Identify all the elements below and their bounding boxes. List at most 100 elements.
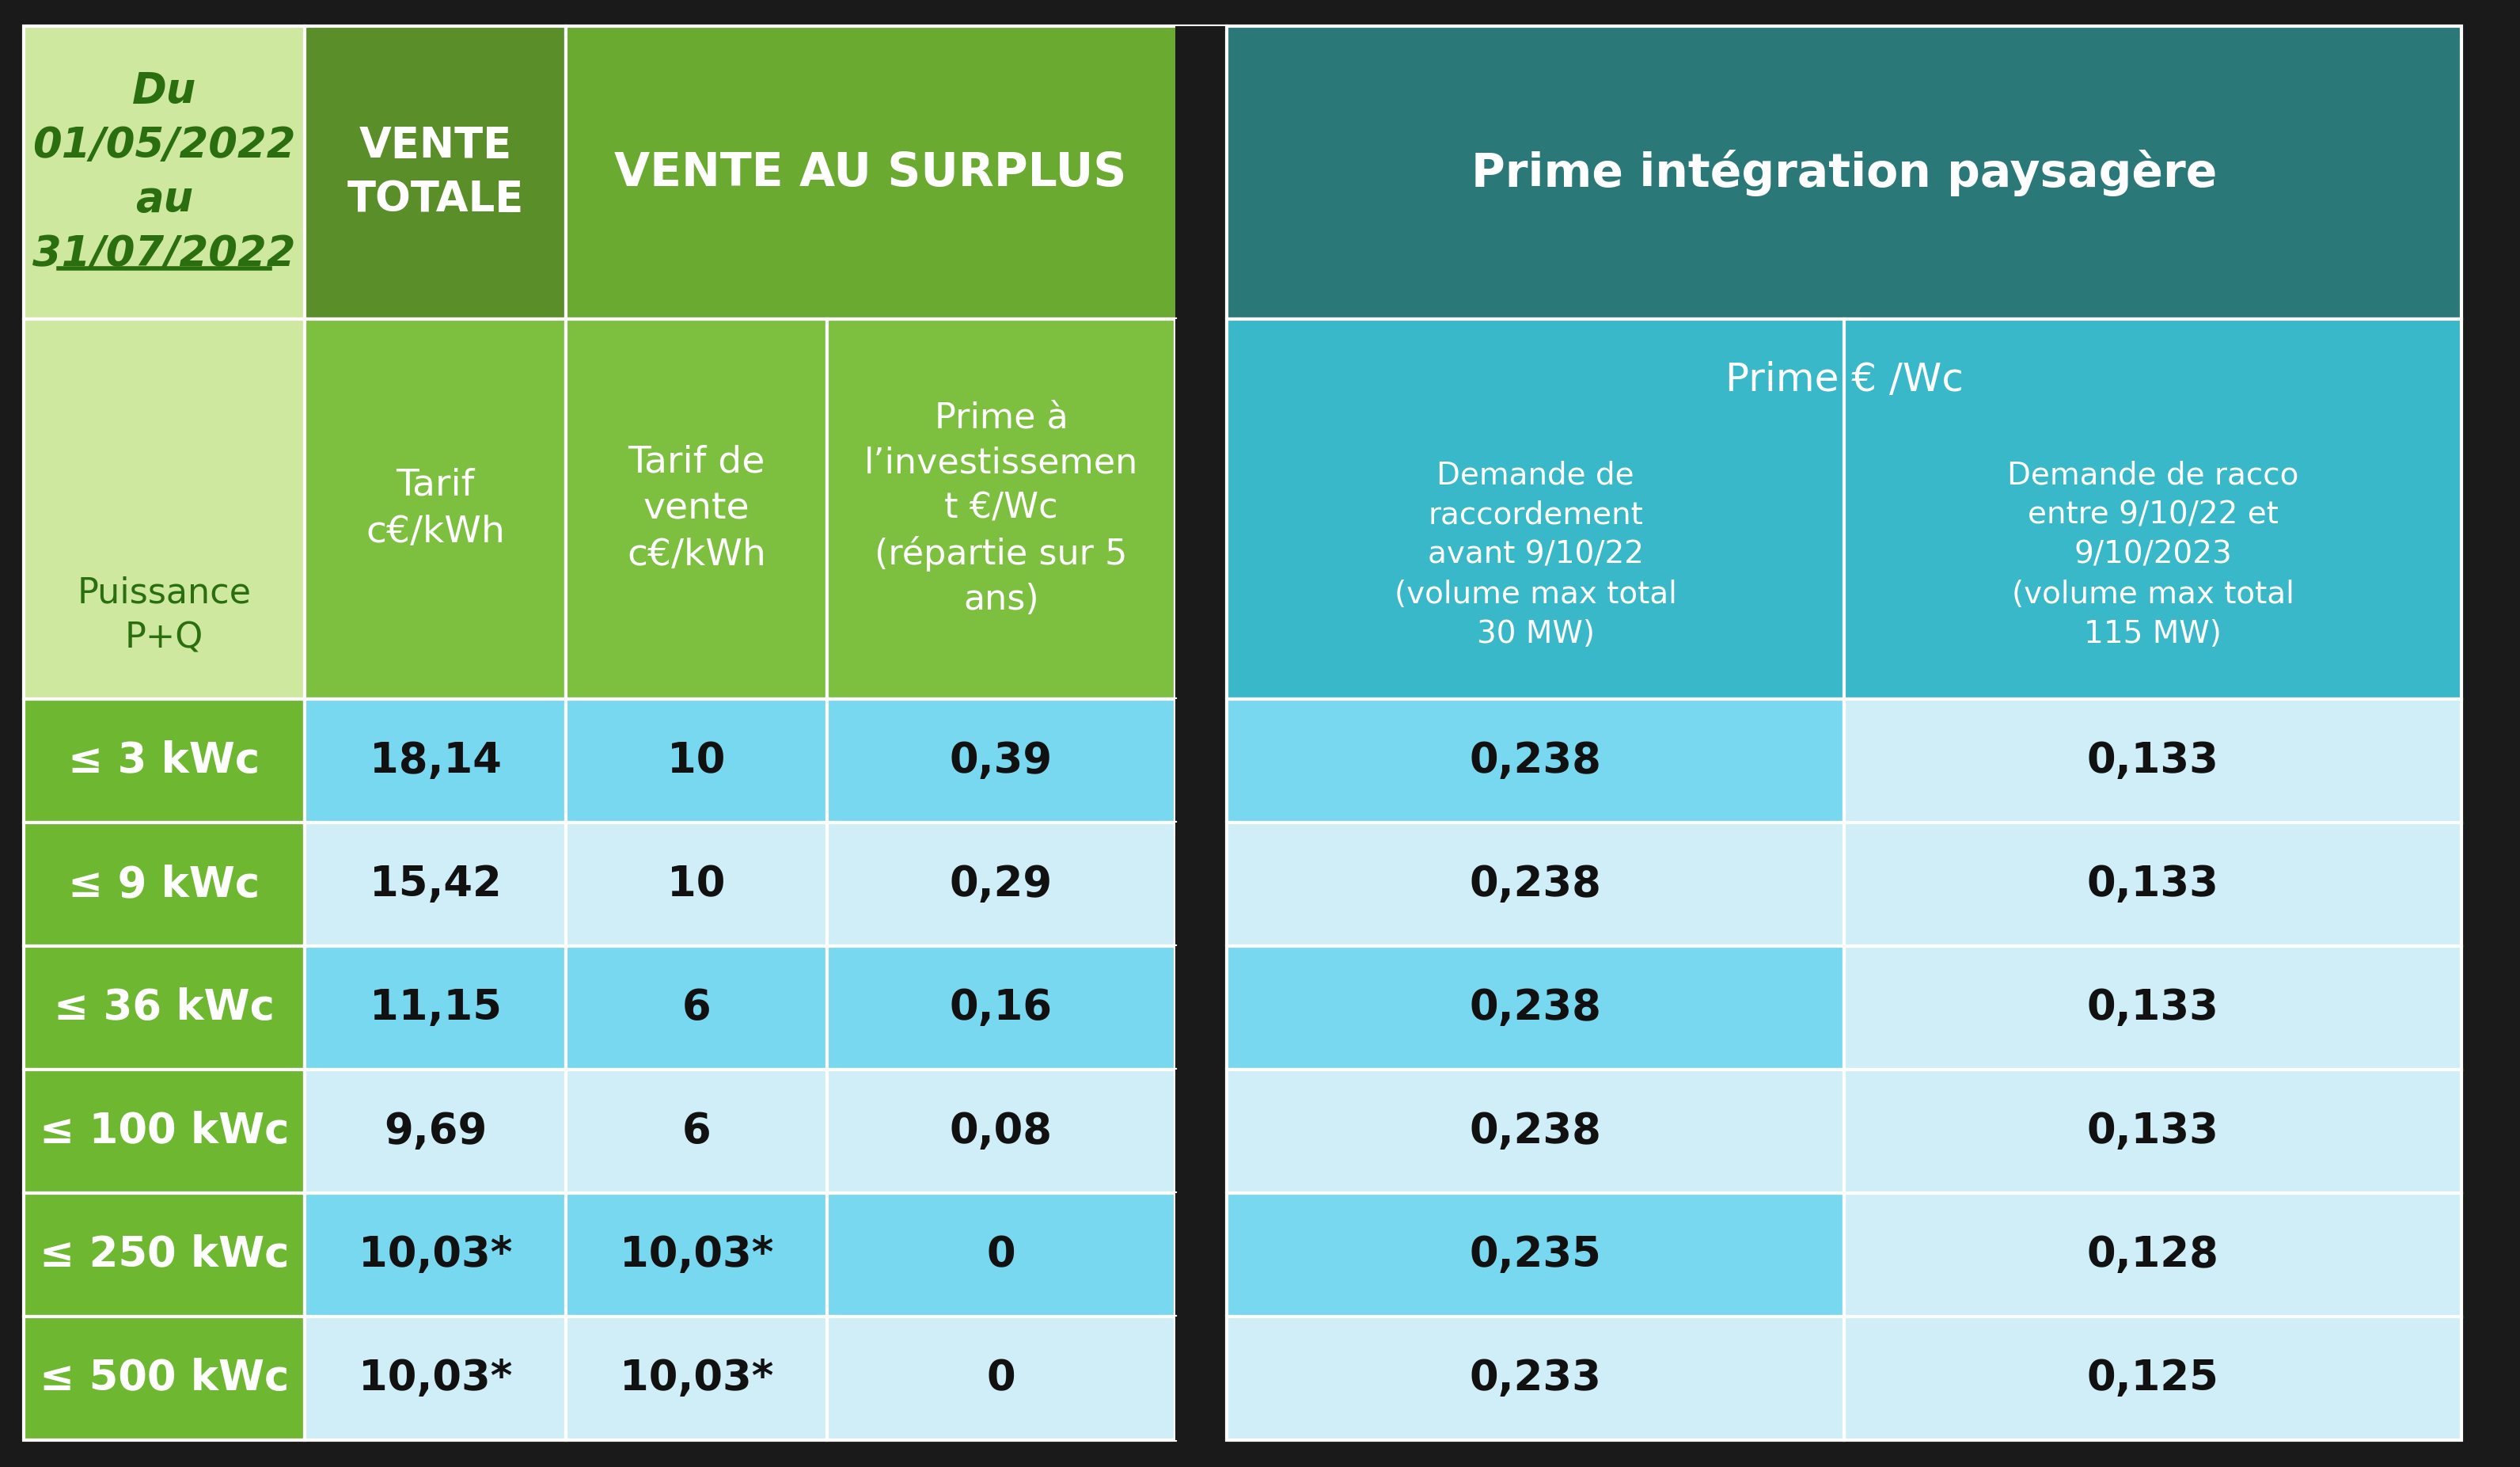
Bar [1845,946,2462,1069]
Text: 10,03*: 10,03* [358,1234,512,1275]
Text: Demande de racco
entre 9/10/22 et
9/10/2023
(volume max total
115 MW): Demande de racco entre 9/10/22 et 9/10/2… [2006,461,2298,648]
Text: 0,238: 0,238 [1469,864,1603,905]
Text: 0,08: 0,08 [950,1111,1053,1152]
Bar [23,700,305,823]
Text: 0: 0 [988,1234,1016,1275]
Text: Tarif de
vente
c€/kWh: Tarif de vente c€/kWh [627,445,766,574]
Bar [1174,823,1227,946]
Bar [1174,946,1227,1069]
Bar [1227,700,1845,823]
Text: ≤ 36 kWc: ≤ 36 kWc [53,987,275,1028]
Bar [1174,1316,1227,1441]
Bar [827,700,1174,823]
Text: 15,42: 15,42 [370,864,501,905]
Text: 0,125: 0,125 [2087,1358,2218,1400]
Text: 0,29: 0,29 [950,864,1053,905]
Bar [1227,1069,1845,1193]
Text: 0: 0 [988,1358,1016,1400]
Bar [1845,1316,2462,1441]
Text: 0,233: 0,233 [1469,1358,1603,1400]
Bar [827,823,1174,946]
Bar [23,946,305,1069]
Bar [567,1069,827,1193]
Bar [1845,823,2462,946]
Text: Du
01/05/2022
au
31/07/2022: Du 01/05/2022 au 31/07/2022 [33,70,295,274]
Bar [1227,946,1845,1069]
Bar [567,1316,827,1441]
Bar [567,823,827,946]
Text: ≤ 9 kWc: ≤ 9 kWc [68,864,260,905]
Text: ≤ 3 kWc: ≤ 3 kWc [68,741,260,782]
Bar [305,823,567,946]
Text: 10,03*: 10,03* [620,1234,774,1275]
Text: 11,15: 11,15 [370,987,501,1028]
Text: Demande de
raccordement
avant 9/10/22
(volume max total
30 MW): Demande de raccordement avant 9/10/22 (v… [1394,461,1676,648]
Text: 0,235: 0,235 [1469,1234,1600,1275]
Text: 0,238: 0,238 [1469,741,1603,782]
Bar [305,700,567,823]
Bar [1227,26,2462,318]
Text: 0,238: 0,238 [1469,1111,1603,1152]
Bar [567,318,827,700]
Bar [23,823,305,946]
Text: ≤ 100 kWc: ≤ 100 kWc [40,1111,290,1152]
Text: 0,133: 0,133 [2087,987,2218,1028]
Bar [1227,318,2462,700]
Bar [1174,26,1227,318]
Bar [1174,318,1227,700]
Text: 0,133: 0,133 [2087,1111,2218,1152]
Bar [1227,1193,1845,1316]
Text: 9,69: 9,69 [383,1111,486,1152]
Text: 0,133: 0,133 [2087,864,2218,905]
Text: ≤ 500 kWc: ≤ 500 kWc [40,1358,290,1400]
Bar [23,26,305,318]
Text: Tarif
c€/kWh: Tarif c€/kWh [365,468,504,550]
Bar [23,1069,305,1193]
Bar [305,946,567,1069]
Bar [1174,700,1227,823]
Bar [567,700,827,823]
Text: ≤ 250 kWc: ≤ 250 kWc [40,1234,290,1275]
Text: Prime € /Wc: Prime € /Wc [1726,361,1963,399]
Text: VENTE AU SURPLUS: VENTE AU SURPLUS [615,150,1126,195]
Bar [305,26,567,318]
Text: VENTE
TOTALE: VENTE TOTALE [348,125,524,220]
Text: Puissance
P+Q: Puissance P+Q [78,577,252,654]
Bar [305,1069,567,1193]
Bar [1174,1193,1227,1316]
Bar [305,318,567,700]
Bar [305,1316,567,1441]
Bar [827,318,1174,700]
Text: 10: 10 [668,741,726,782]
Bar [23,1193,305,1316]
Text: 0,128: 0,128 [2087,1234,2218,1275]
Text: 10: 10 [668,864,726,905]
Bar [827,1069,1174,1193]
Text: 0,39: 0,39 [950,741,1053,782]
Bar [305,1193,567,1316]
Bar [1174,1069,1227,1193]
Bar [567,26,1227,318]
Bar [23,318,305,700]
Bar [1845,1069,2462,1193]
Bar [827,1316,1174,1441]
Bar [1227,823,1845,946]
Text: 0,133: 0,133 [2087,741,2218,782]
Bar [1845,1193,2462,1316]
Bar [23,1316,305,1441]
Bar [1845,700,2462,823]
Bar [567,946,827,1069]
Text: Prime intégration paysagère: Prime intégration paysagère [1472,150,2218,197]
Text: 0,16: 0,16 [950,987,1053,1028]
Bar [1227,1316,1845,1441]
Text: 10,03*: 10,03* [358,1358,512,1400]
Text: 6: 6 [683,987,711,1028]
Bar [567,1193,827,1316]
Text: 10,03*: 10,03* [620,1358,774,1400]
Bar [827,1193,1174,1316]
Text: 18,14: 18,14 [370,741,501,782]
Text: Prime à
l’investissemen
t €/Wc
(répartie sur 5
ans): Prime à l’investissemen t €/Wc (répartie… [864,402,1139,616]
Text: 0,238: 0,238 [1469,987,1603,1028]
Bar [827,946,1174,1069]
Text: 6: 6 [683,1111,711,1152]
